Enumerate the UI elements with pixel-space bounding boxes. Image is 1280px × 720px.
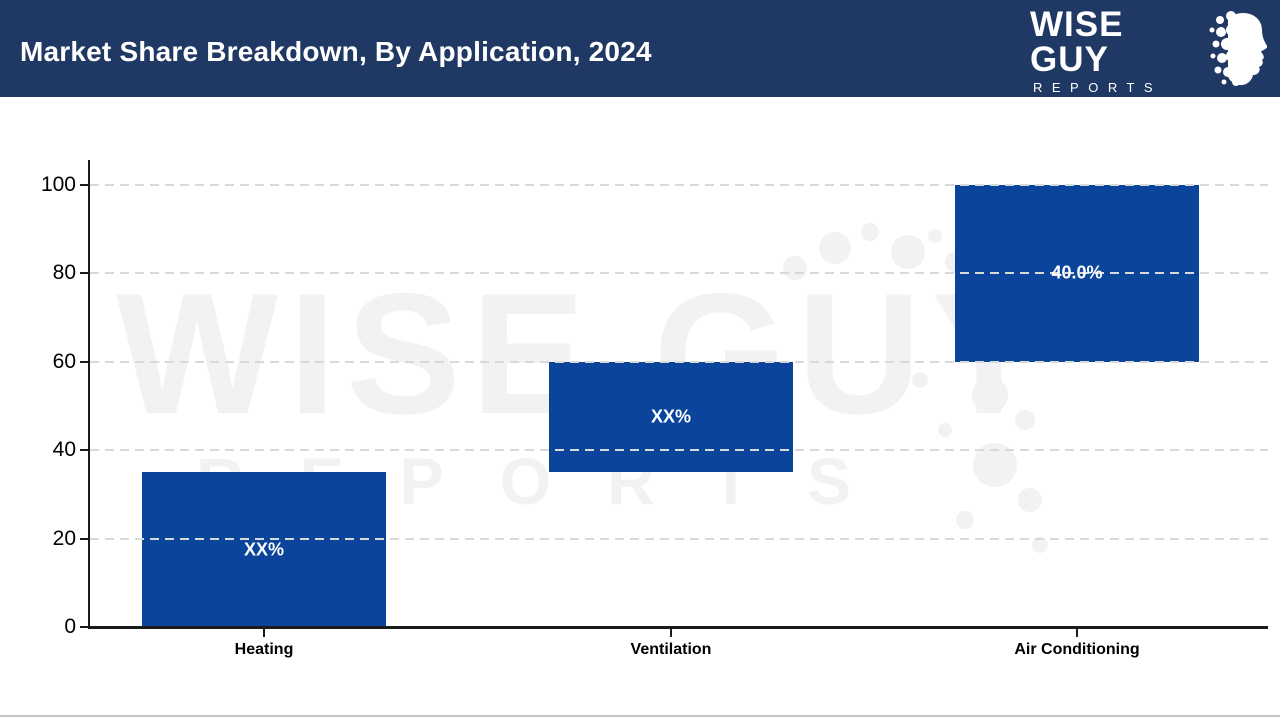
logo-subtitle: REPORTS bbox=[1033, 79, 1163, 95]
bar-value-label: XX% bbox=[650, 406, 692, 427]
gridline-20 bbox=[90, 537, 1268, 540]
gridline-100 bbox=[90, 184, 1268, 186]
footer-divider bbox=[0, 715, 1280, 717]
y-tick-label: 20 bbox=[52, 526, 76, 550]
y-tick-mark bbox=[80, 537, 88, 540]
y-tick-label: 60 bbox=[52, 349, 76, 373]
x-tick-mark bbox=[670, 629, 672, 637]
header-bar: Market Share Breakdown, By Application, … bbox=[0, 0, 1280, 97]
y-tick-label: 80 bbox=[52, 261, 76, 285]
bar-ventilation bbox=[549, 361, 793, 473]
logo-wordmark: WISE GUY bbox=[1030, 4, 1124, 79]
x-tick-label: Air Conditioning bbox=[1014, 641, 1140, 658]
y-axis-line bbox=[88, 160, 90, 628]
x-axis-line bbox=[88, 626, 1268, 629]
logo-face-icon bbox=[1209, 11, 1268, 86]
y-tick-mark bbox=[80, 449, 88, 452]
logo-text: WISE GUY REPORTS bbox=[1030, 7, 1204, 94]
bar-value-label: 40.0% bbox=[1051, 262, 1103, 283]
y-tick-mark bbox=[80, 360, 88, 363]
bar-heating bbox=[142, 472, 386, 627]
x-tick-label: Ventilation bbox=[630, 641, 712, 658]
gridline-40 bbox=[90, 449, 1268, 452]
y-tick-label: 40 bbox=[52, 438, 76, 462]
x-tick-mark bbox=[1076, 629, 1078, 637]
y-tick-label: 0 bbox=[64, 615, 76, 638]
y-tick-mark bbox=[80, 626, 88, 628]
bar-value-label: XX% bbox=[243, 539, 285, 560]
y-tick-mark bbox=[80, 184, 88, 186]
y-tick-label: 100 bbox=[40, 173, 76, 196]
wise-guy-logo: WISE GUY REPORTS bbox=[1030, 6, 1270, 94]
x-tick-mark bbox=[263, 629, 265, 637]
y-tick-mark bbox=[80, 272, 88, 275]
gridline-60 bbox=[90, 360, 1268, 363]
gridline-80 bbox=[90, 272, 1268, 275]
x-tick-label: Heating bbox=[234, 641, 294, 658]
page-title: Market Share Breakdown, By Application, … bbox=[20, 36, 652, 67]
